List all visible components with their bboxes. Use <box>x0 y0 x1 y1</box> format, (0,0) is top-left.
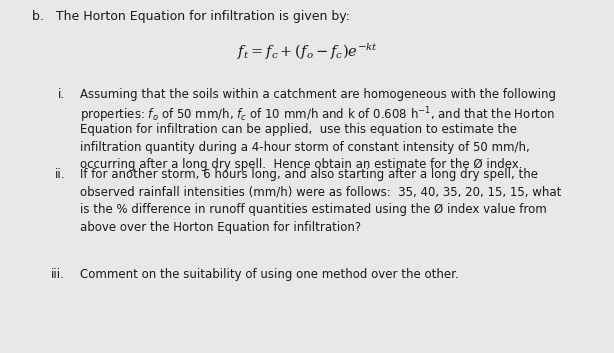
Text: infiltration quantity during a 4-hour storm of constant intensity of 50 mm/h,: infiltration quantity during a 4-hour st… <box>80 140 530 154</box>
Text: i.: i. <box>58 88 65 101</box>
Text: observed rainfall intensities (mm/h) were as follows:  35, 40, 35, 20, 15, 15, w: observed rainfall intensities (mm/h) wer… <box>80 185 561 198</box>
Text: iii.: iii. <box>51 268 65 281</box>
Text: Equation for infiltration can be applied,  use this equation to estimate the: Equation for infiltration can be applied… <box>80 123 517 136</box>
Text: If for another storm, 6 hours long, and also starting after a long dry spell, th: If for another storm, 6 hours long, and … <box>80 168 538 181</box>
Text: Assuming that the soils within a catchment are homogeneous with the following: Assuming that the soils within a catchme… <box>80 88 556 101</box>
Text: is the % difference in runoff quantities estimated using the Ø index value from: is the % difference in runoff quantities… <box>80 203 546 216</box>
Text: properties: $f_o$ of 50 mm/h, $f_c$ of 10 mm/h and k of 0.608 h$^{-1}$, and that: properties: $f_o$ of 50 mm/h, $f_c$ of 1… <box>80 106 555 125</box>
Text: Comment on the suitability of using one method over the other.: Comment on the suitability of using one … <box>80 268 459 281</box>
Text: occurring after a long dry spell.  Hence obtain an estimate for the Ø index.: occurring after a long dry spell. Hence … <box>80 158 523 171</box>
Text: ii.: ii. <box>55 168 65 181</box>
Text: b.   The Horton Equation for infiltration is given by:: b. The Horton Equation for infiltration … <box>32 10 350 23</box>
Text: above over the Horton Equation for infiltration?: above over the Horton Equation for infil… <box>80 221 361 233</box>
Text: $f_t = f_c +(f_o - f_c)e^{-kt}$: $f_t = f_c +(f_o - f_c)e^{-kt}$ <box>236 42 378 62</box>
